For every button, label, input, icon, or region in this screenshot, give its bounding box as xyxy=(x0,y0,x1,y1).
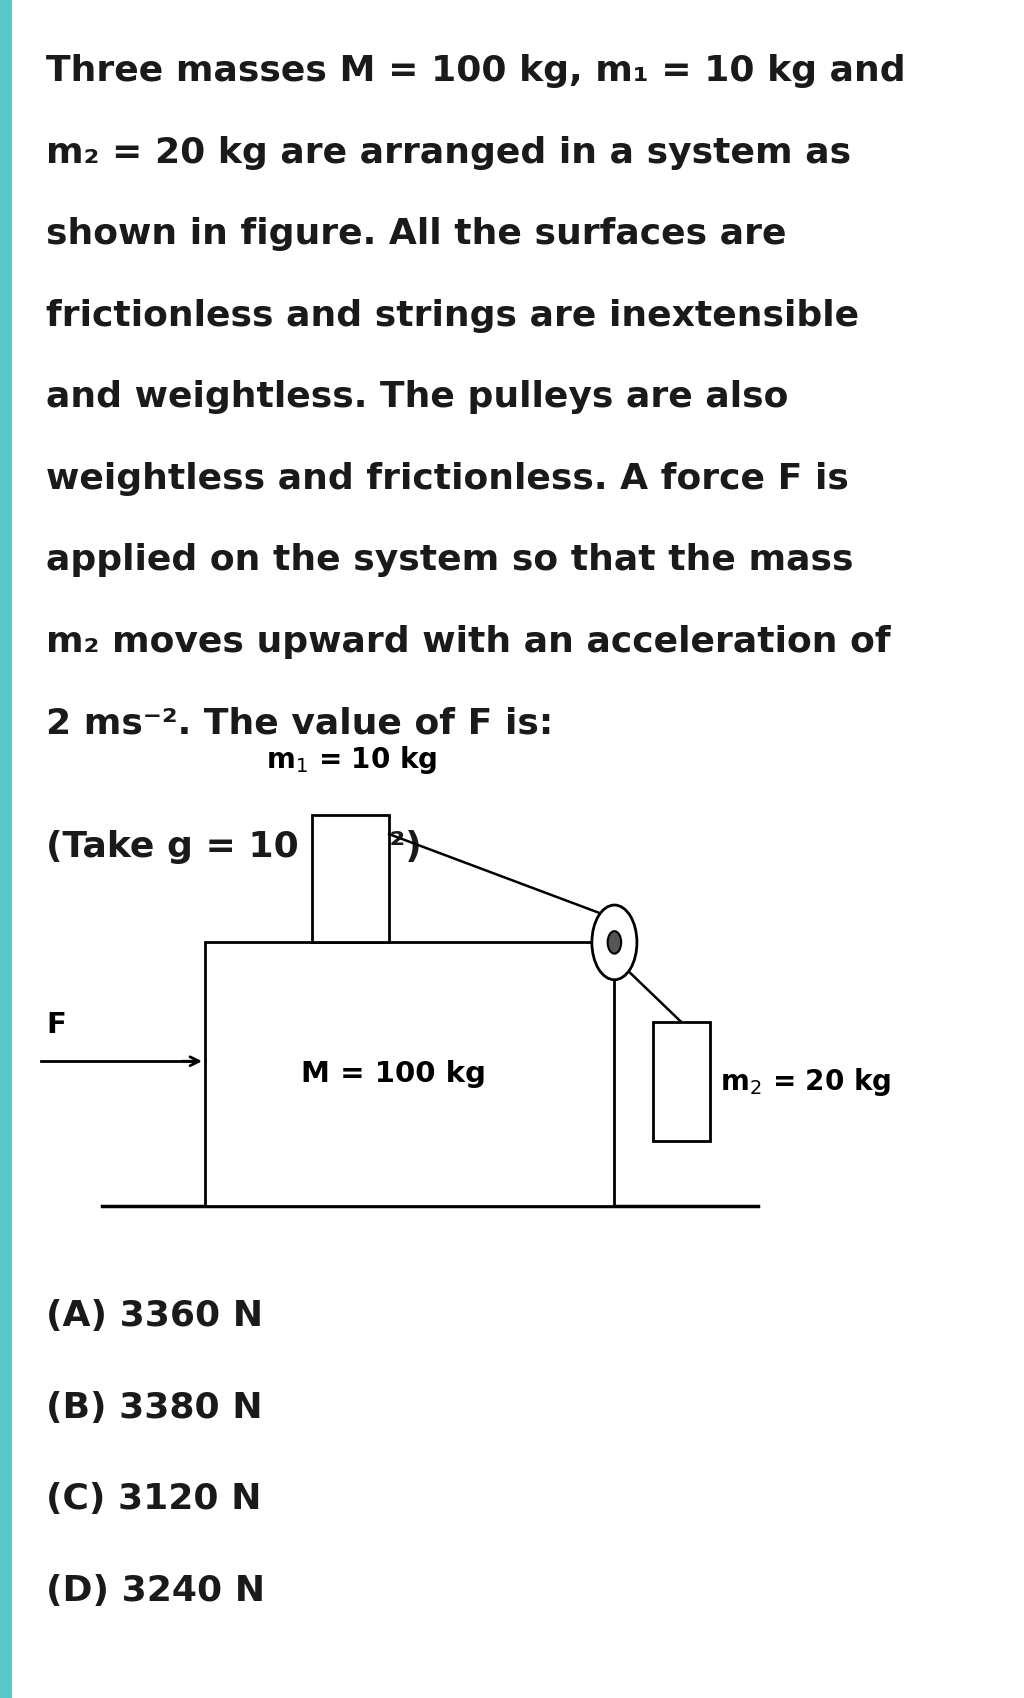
Text: applied on the system so that the mass: applied on the system so that the mass xyxy=(46,543,854,577)
Text: M = 100 kg: M = 100 kg xyxy=(301,1060,485,1088)
Text: weightless and frictionless. A force F is: weightless and frictionless. A force F i… xyxy=(46,462,849,496)
Text: (C) 3120 N: (C) 3120 N xyxy=(46,1482,261,1516)
Text: 2 ms⁻². The value of F is:: 2 ms⁻². The value of F is: xyxy=(46,706,553,740)
Text: (Take g = 10 ms⁻²): (Take g = 10 ms⁻²) xyxy=(46,830,422,864)
Text: m₂ moves upward with an acceleration of: m₂ moves upward with an acceleration of xyxy=(46,625,891,659)
Text: (A) 3360 N: (A) 3360 N xyxy=(46,1299,263,1333)
Text: m₂ = 20 kg are arranged in a system as: m₂ = 20 kg are arranged in a system as xyxy=(46,136,851,170)
Text: F: F xyxy=(46,1012,66,1039)
Text: Three masses M = 100 kg, m₁ = 10 kg and: Three masses M = 100 kg, m₁ = 10 kg and xyxy=(46,54,905,88)
Text: frictionless and strings are inextensible: frictionless and strings are inextensibl… xyxy=(46,299,859,333)
Text: (B) 3380 N: (B) 3380 N xyxy=(46,1391,263,1425)
Text: shown in figure. All the surfaces are: shown in figure. All the surfaces are xyxy=(46,217,786,251)
Circle shape xyxy=(592,905,637,980)
Circle shape xyxy=(607,931,622,954)
Text: (D) 3240 N: (D) 3240 N xyxy=(46,1574,265,1608)
Text: m$_2$ = 20 kg: m$_2$ = 20 kg xyxy=(720,1066,891,1097)
Bar xyxy=(312,815,389,942)
Text: and weightless. The pulleys are also: and weightless. The pulleys are also xyxy=(46,380,788,414)
Bar xyxy=(0,0,12,1698)
Bar xyxy=(653,1022,710,1141)
Bar xyxy=(205,942,614,1206)
Text: m$_1$ = 10 kg: m$_1$ = 10 kg xyxy=(265,744,437,776)
